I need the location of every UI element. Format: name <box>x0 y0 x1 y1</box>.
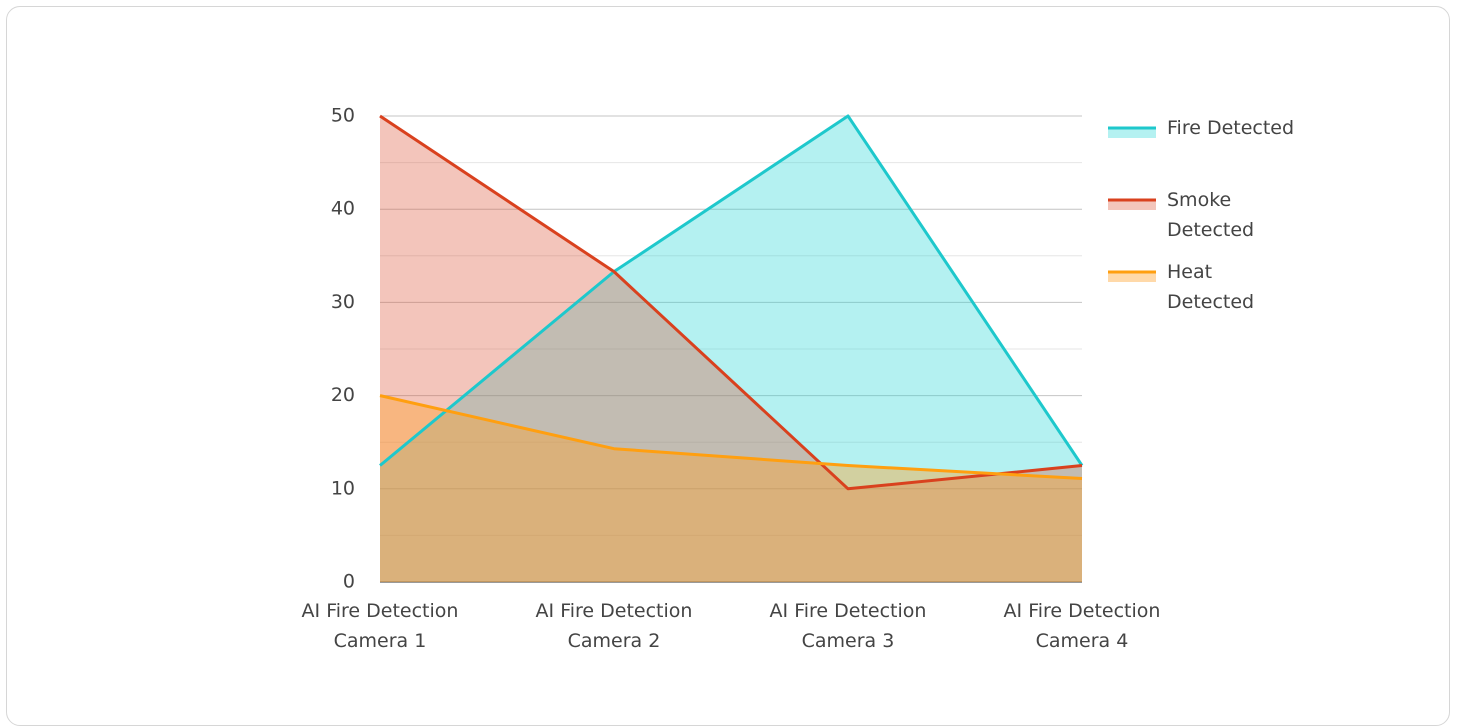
area-fill <box>380 395 1082 582</box>
y-tick-label: 10 <box>331 477 355 499</box>
line <box>379 114 1083 491</box>
y-tick-label: 0 <box>343 571 355 593</box>
y-tick-label: 40 <box>331 198 355 220</box>
area-fill <box>380 116 1082 582</box>
y-tick-label: 50 <box>331 105 355 127</box>
x-tick-label: AI Fire Detection Camera 4 <box>1003 600 1161 652</box>
line <box>379 114 1084 467</box>
legend-label: Heat Detected <box>1167 261 1255 313</box>
line <box>379 394 1083 481</box>
legend-swatch-fill <box>1108 200 1156 210</box>
chart: 0 10 20 30 40 50 <box>331 105 1156 593</box>
x-tick-label: AI Fire Detection Camera 1 <box>301 600 459 652</box>
y-tick-label: 20 <box>331 384 355 406</box>
legend-label: Fire Detected <box>1167 117 1295 139</box>
x-tick-label: AI Fire Detection Camera 3 <box>769 600 927 652</box>
legend-swatch-fill <box>1108 272 1156 282</box>
legend-label: Smoke Detected <box>1167 189 1255 241</box>
area-fill <box>380 116 1082 582</box>
legend-swatch-fill <box>1108 128 1156 138</box>
y-tick-label: 30 <box>331 291 355 313</box>
x-tick-label: AI Fire Detection Camera 2 <box>535 600 693 652</box>
